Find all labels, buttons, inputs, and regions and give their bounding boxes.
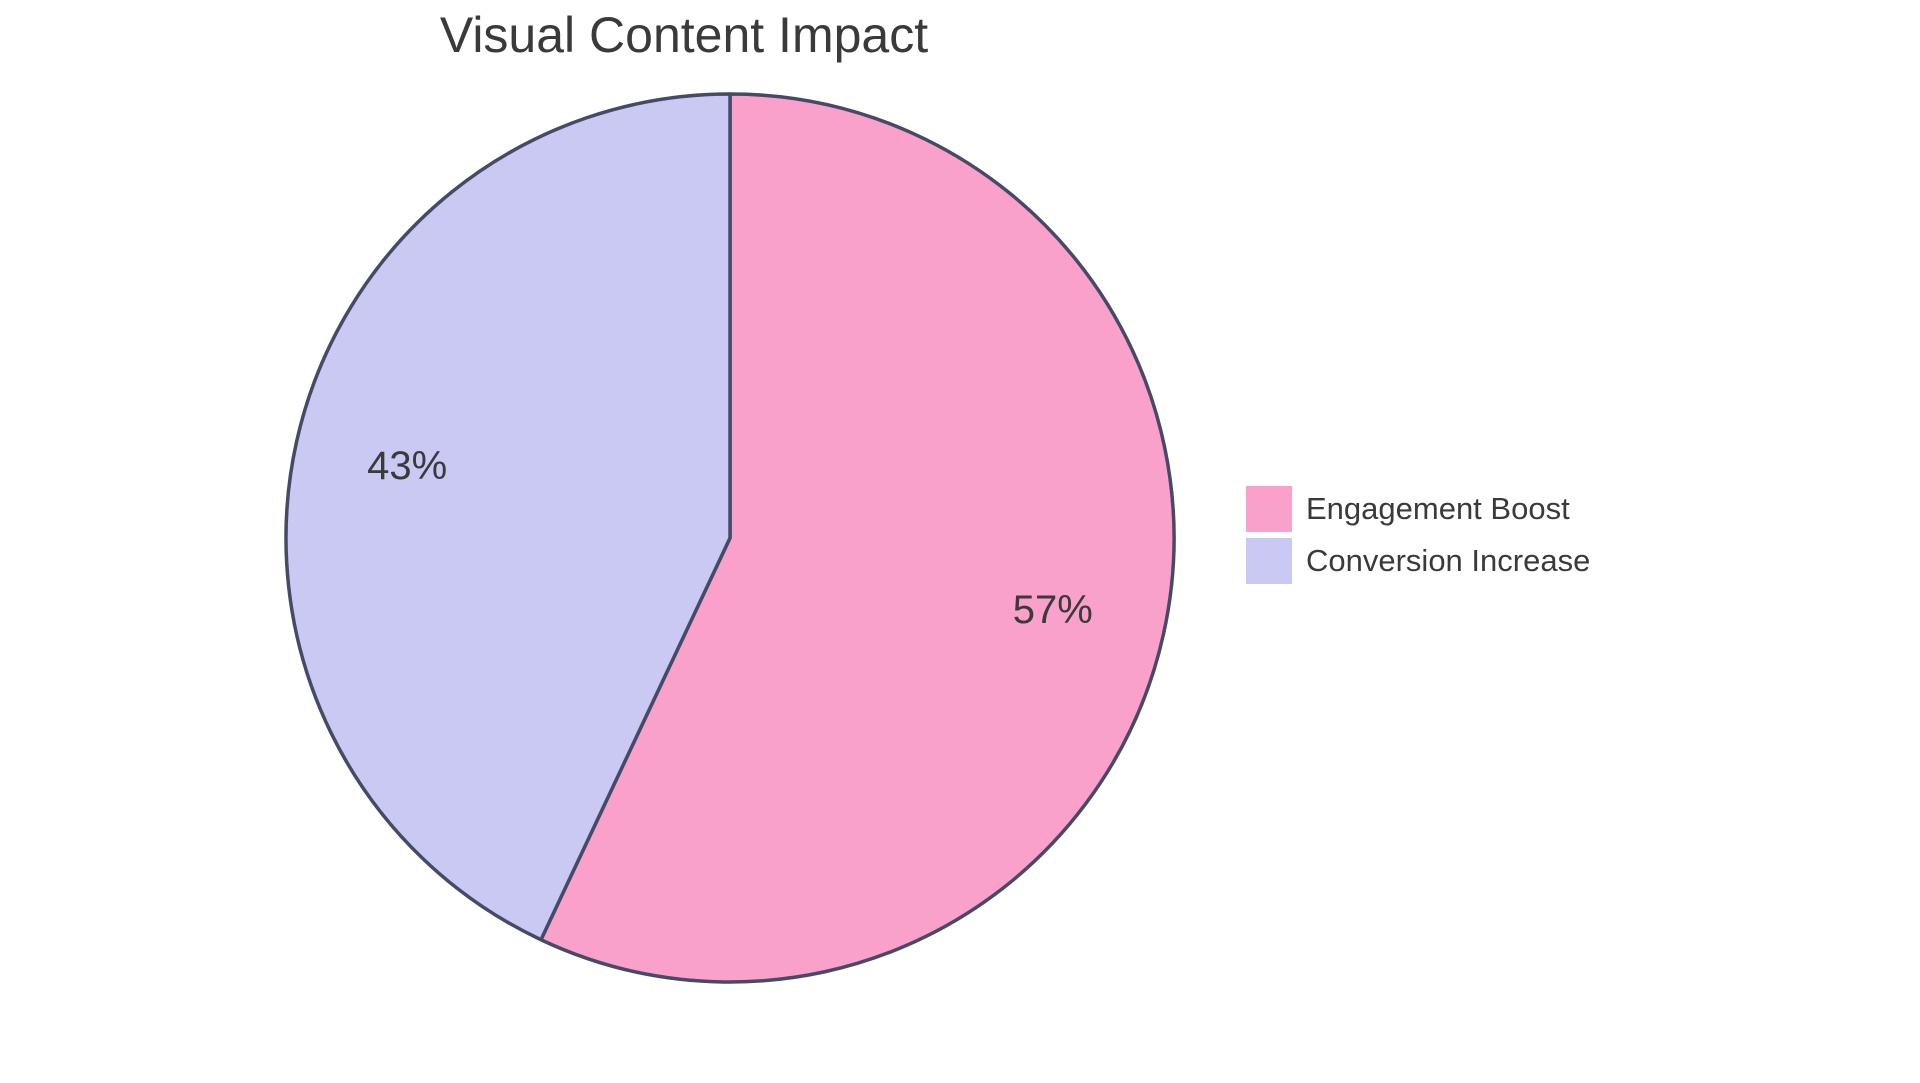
legend-item-engagement-boost: Engagement Boost: [1246, 486, 1590, 532]
legend-label-conversion-increase: Conversion Increase: [1306, 543, 1591, 578]
slice-label-engagement-boost: 57%: [1013, 588, 1093, 632]
legend-swatch-conversion-increase: [1246, 538, 1292, 584]
pie-slice-labels: 57% 43%: [367, 444, 1093, 632]
pie-slice-conversion-increase: [284, 92, 732, 942]
pie-slices: [284, 92, 1176, 984]
slice-label-conversion-increase: 43%: [367, 444, 447, 488]
legend-label-engagement-boost: Engagement Boost: [1306, 491, 1570, 526]
legend-swatch-engagement-boost: [1246, 486, 1292, 532]
legend: Engagement Boost Conversion Increase: [1246, 486, 1590, 584]
chart-title: Visual Content Impact: [439, 7, 929, 63]
pie-slice-engagement-boost: [539, 92, 1176, 984]
legend-item-conversion-increase: Conversion Increase: [1246, 538, 1590, 584]
